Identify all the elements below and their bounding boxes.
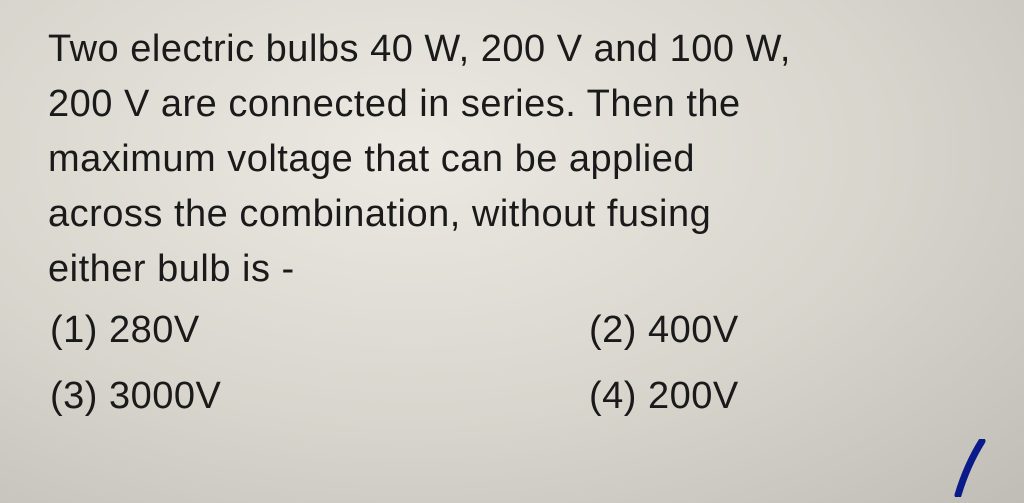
question-line-2: 200 V are connected in series. Then the [48, 77, 988, 132]
question-block: Two electric bulbs 40 W, 200 V and 100 W… [0, 0, 1024, 424]
option-1: (1) 280V [50, 303, 449, 358]
question-line-3: maximum voltage that can be applied [48, 132, 988, 187]
option-4: (4) 200V [589, 369, 988, 424]
question-line-5: either bulb is - [48, 242, 988, 297]
option-3: (3) 3000V [50, 369, 449, 424]
pen-mark-icon [952, 439, 996, 497]
question-line-1: Two electric bulbs 40 W, 200 V and 100 W… [48, 22, 988, 77]
option-2: (2) 400V [589, 303, 988, 358]
options-grid: (1) 280V (2) 400V (3) 3000V (4) 200V [48, 303, 988, 423]
question-line-4: across the combination, without fusing [48, 187, 988, 242]
